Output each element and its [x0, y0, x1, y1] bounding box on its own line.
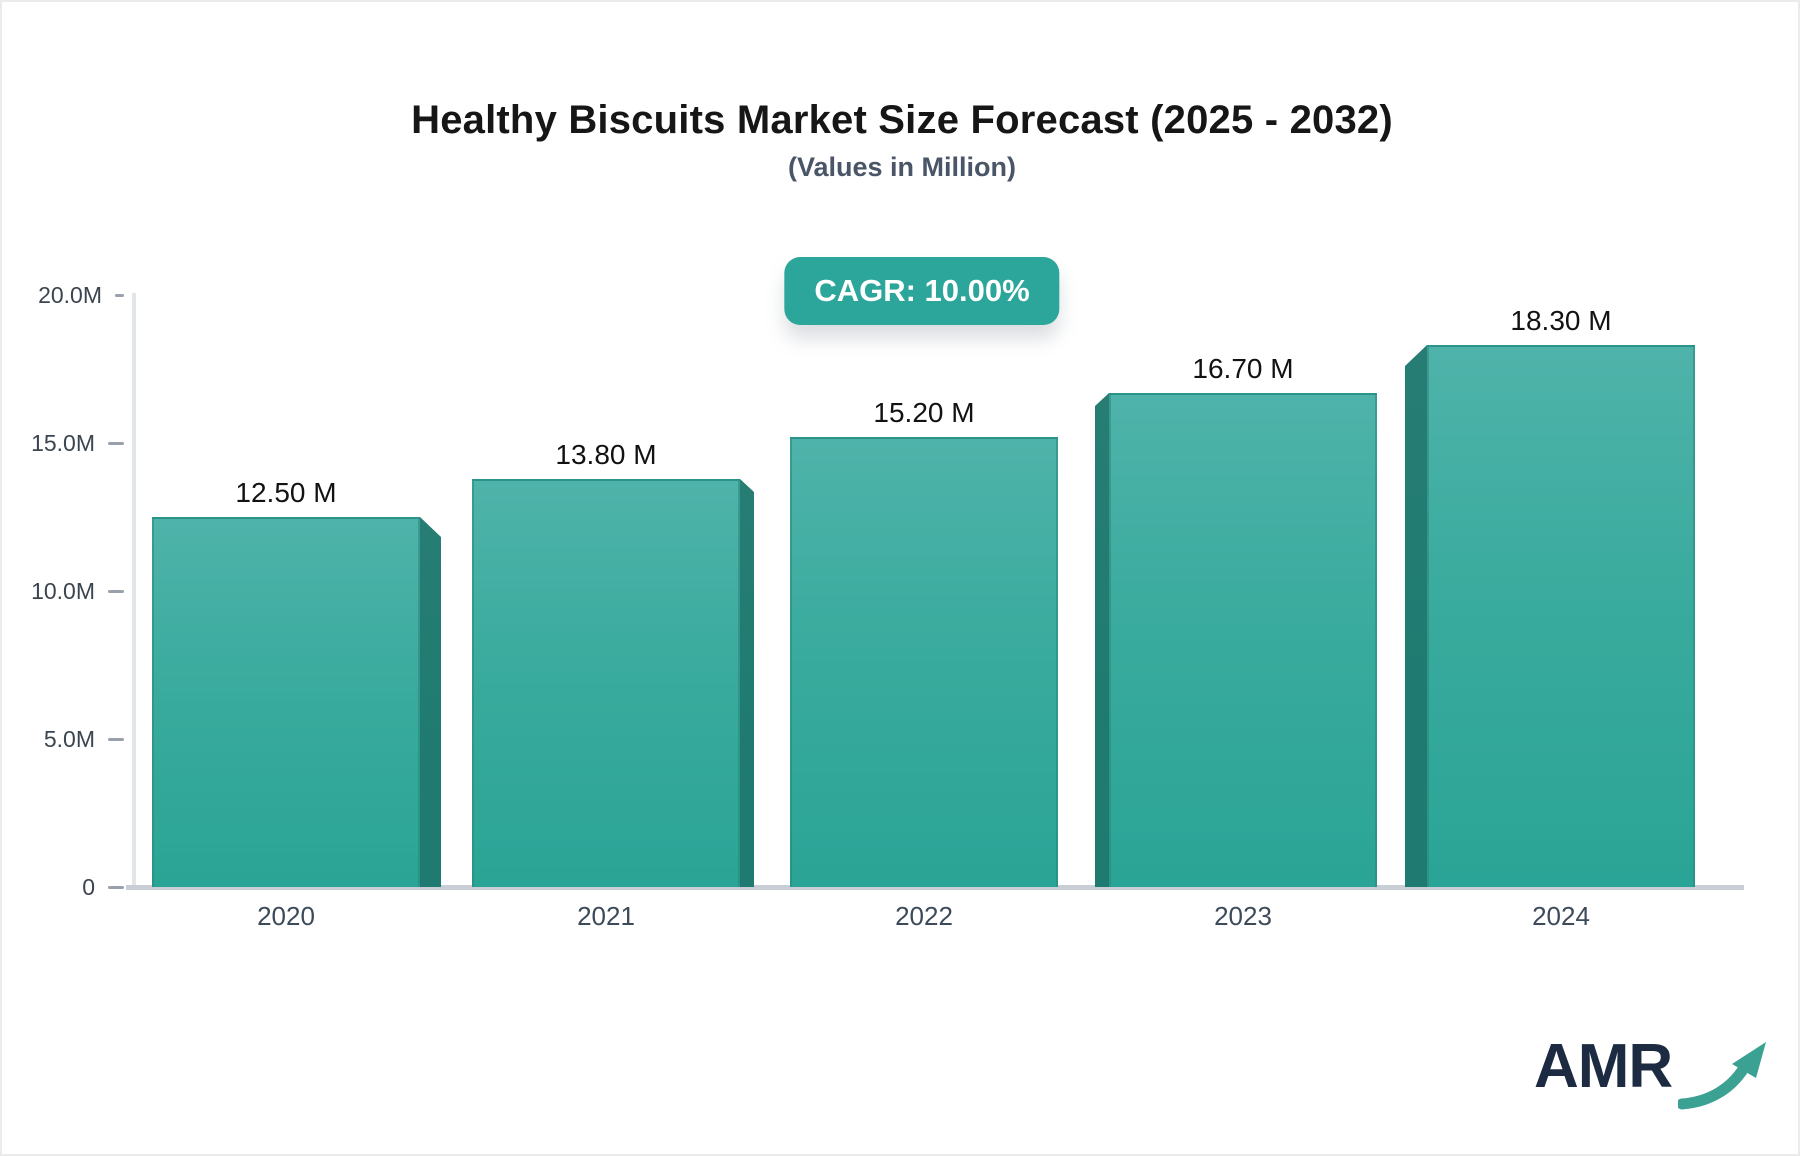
y-axis-tick-label: 15.0M — [31, 429, 95, 456]
tick-mark — [108, 737, 124, 741]
y-axis-tick: 15.0M — [2, 429, 124, 457]
bar-face — [1109, 393, 1377, 887]
x-axis-line — [126, 885, 1744, 890]
growth-arrow-icon — [1678, 1042, 1766, 1110]
tick-mark — [108, 441, 124, 445]
bar-side-face — [420, 517, 441, 887]
y-axis-tick-label: 5.0M — [43, 725, 95, 752]
bar-group: 15.20 M 2022 — [790, 295, 1058, 931]
chart-title: Healthy Biscuits Market Size Forecast (2… — [411, 98, 1393, 142]
bar-group: 16.70 M 2023 — [1095, 295, 1377, 931]
y-axis-line — [132, 293, 136, 887]
bar-face — [790, 437, 1058, 887]
cagr-badge: CAGR: 10.00% — [784, 257, 1060, 325]
bar-group: 12.50 M 2020 — [152, 295, 441, 931]
chart-subtitle: (Values in Million) — [787, 152, 1017, 182]
x-axis-category-label: 2020 — [257, 901, 315, 931]
x-axis-category-label: 2024 — [1532, 901, 1590, 931]
tick-mark — [115, 293, 124, 297]
bar-group: 13.80 M 2021 — [472, 295, 754, 931]
bar-value-label: 18.30 M — [1510, 305, 1612, 336]
bar-value-label: 12.50 M — [235, 477, 337, 508]
tick-mark — [108, 589, 124, 593]
x-axis-category-label: 2022 — [895, 901, 953, 931]
y-axis-tick: 5.0M — [2, 725, 124, 753]
bar-face — [152, 517, 420, 887]
y-axis-tick: 20.0M — [2, 281, 124, 309]
bar-value-label: 15.20 M — [873, 397, 975, 428]
bar-face — [1427, 345, 1695, 887]
bar-side-face — [1405, 345, 1427, 887]
bar-value-label: 13.80 M — [555, 439, 657, 470]
amr-logo-text: AMR — [1534, 1032, 1673, 1101]
tick-mark — [108, 885, 124, 889]
x-axis-category-label: 2023 — [1214, 901, 1272, 931]
y-axis-tick-label: 10.0M — [31, 577, 95, 604]
y-axis-tick-label: 0 — [82, 873, 95, 900]
bar-group: 18.30 M 2024 — [1405, 295, 1695, 931]
bar-side-face — [740, 479, 754, 887]
y-axis-tick: 0 — [2, 873, 124, 901]
bar-face — [472, 479, 740, 887]
y-axis-tick: 10.0M — [2, 577, 124, 605]
x-axis-category-label: 2021 — [577, 901, 635, 931]
bar-side-face — [1095, 393, 1109, 887]
y-axis-tick-label: 20.0M — [38, 281, 102, 308]
amr-logo: AMR — [1534, 1036, 1770, 1114]
bar-value-label: 16.70 M — [1192, 353, 1294, 384]
